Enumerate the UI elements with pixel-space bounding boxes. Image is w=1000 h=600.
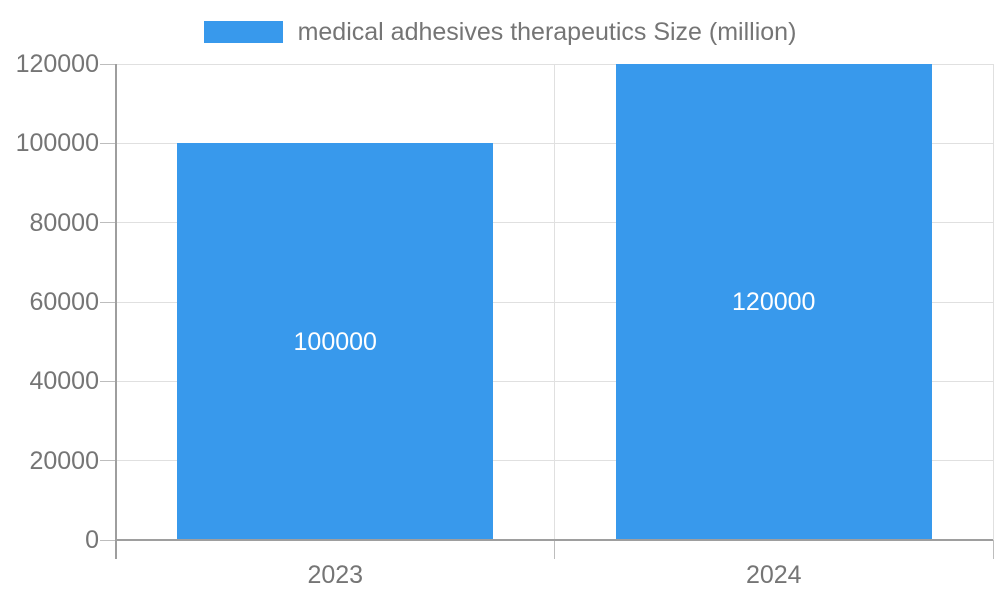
y-axis-tick bbox=[100, 222, 116, 224]
bar-value-label: 100000 bbox=[293, 327, 377, 356]
gridline-vertical bbox=[554, 64, 555, 540]
chart-legend: medical adhesives therapeutics Size (mil… bbox=[0, 18, 1000, 46]
y-axis-label: 40000 bbox=[29, 367, 99, 396]
y-axis-label: 0 bbox=[85, 526, 99, 554]
legend-swatch bbox=[203, 21, 283, 43]
y-axis-tick bbox=[100, 380, 116, 382]
y-axis-tick bbox=[100, 539, 116, 541]
x-axis-line bbox=[116, 539, 993, 541]
x-axis-tick bbox=[554, 540, 555, 559]
y-axis-tick bbox=[100, 142, 116, 144]
y-axis-label: 60000 bbox=[29, 288, 99, 316]
x-axis-label: 2023 bbox=[307, 561, 364, 589]
gridline-vertical bbox=[992, 64, 994, 540]
x-axis-label: 2024 bbox=[745, 561, 802, 589]
bar bbox=[177, 143, 494, 540]
y-axis-label: 100000 bbox=[15, 129, 99, 158]
y-axis-tick bbox=[100, 301, 116, 303]
bar-value-label: 120000 bbox=[732, 288, 816, 316]
y-axis-line bbox=[115, 64, 117, 559]
x-axis-tick bbox=[992, 540, 994, 559]
y-axis-label: 20000 bbox=[29, 446, 99, 475]
y-axis-tick bbox=[100, 63, 116, 65]
bar bbox=[615, 64, 932, 540]
y-axis-label: 80000 bbox=[29, 208, 99, 237]
y-axis-label: 120000 bbox=[15, 50, 99, 78]
legend-label: medical adhesives therapeutics Size (mil… bbox=[297, 17, 797, 46]
y-axis-tick bbox=[100, 460, 116, 462]
